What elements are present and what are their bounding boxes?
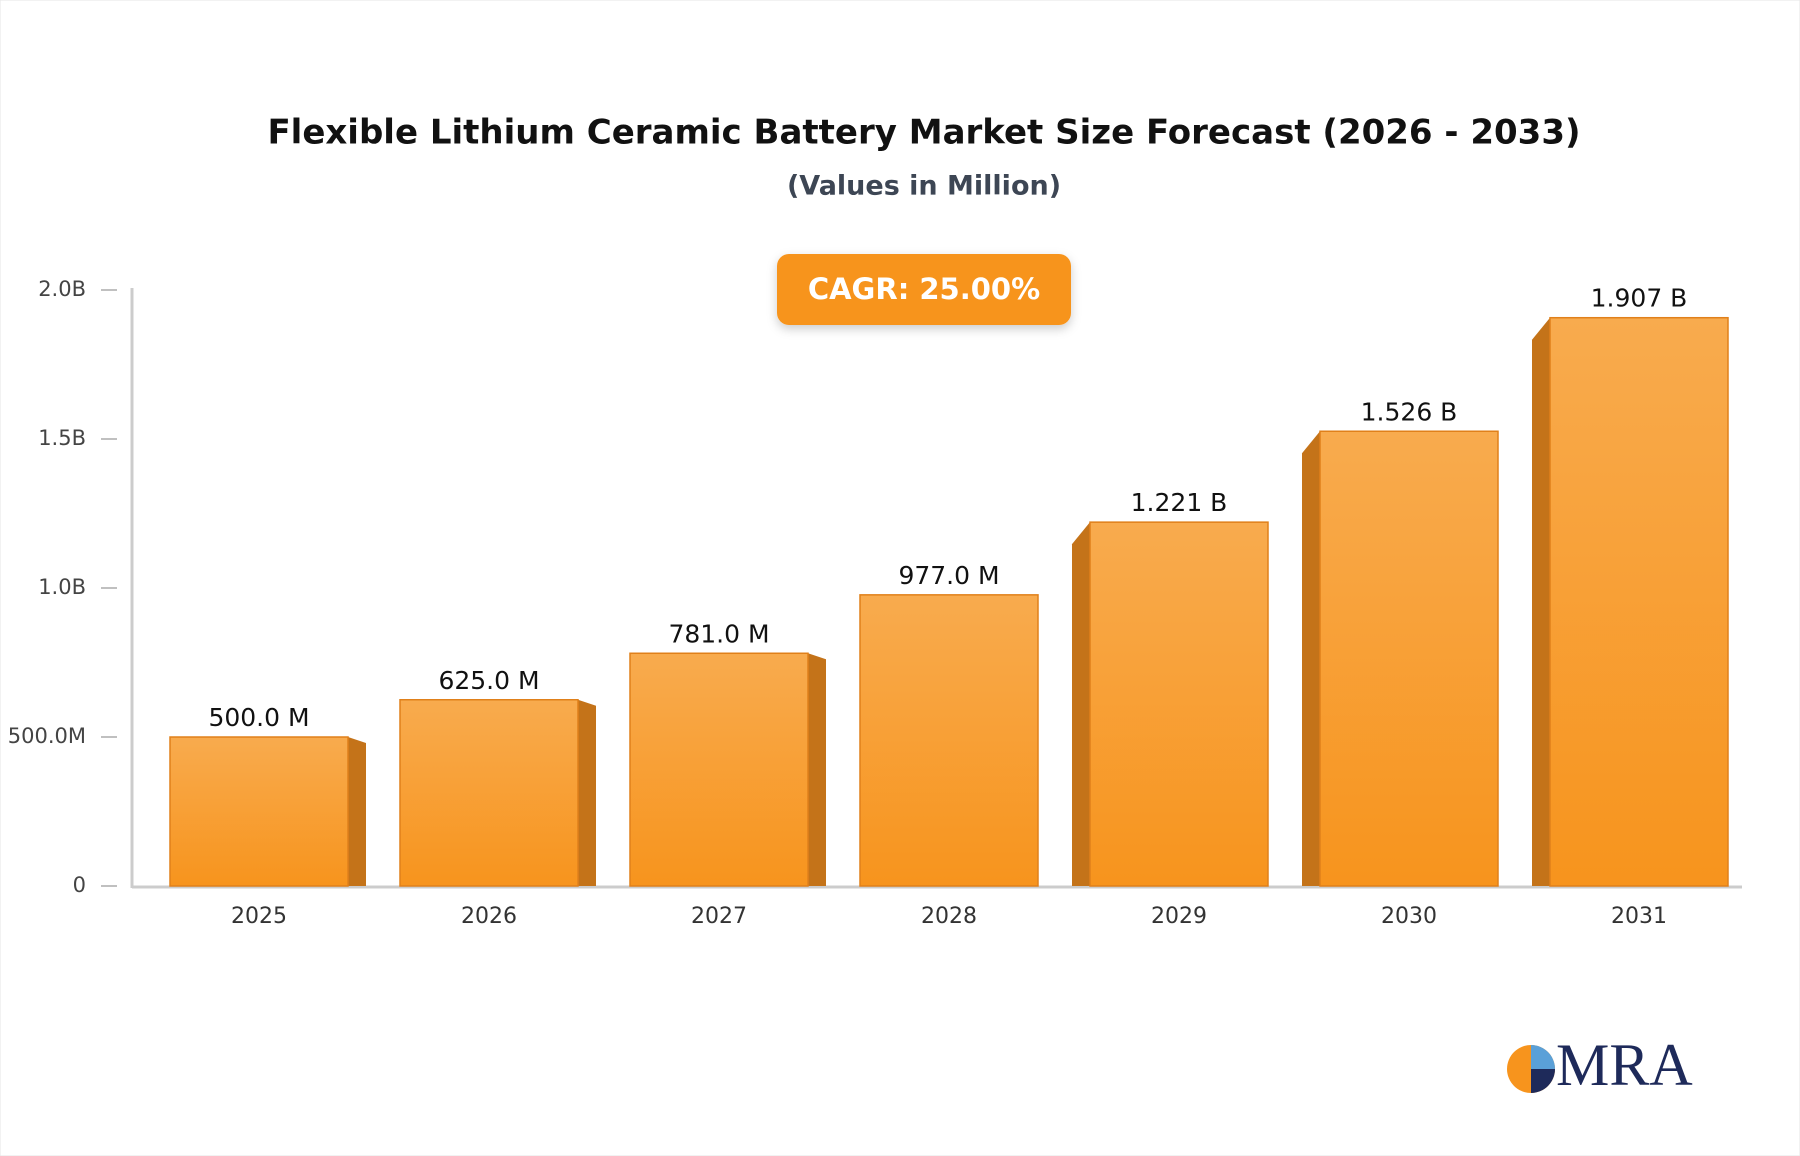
chart-title: Flexible Lithium Ceramic Battery Market …	[267, 113, 1580, 153]
x-tick-label: 2026	[461, 904, 517, 929]
bar	[1089, 521, 1269, 887]
chart-subtitle: (Values in Million)	[787, 171, 1061, 202]
bar-side	[808, 653, 826, 886]
y-tick-label: 0	[73, 873, 86, 897]
bar-side	[348, 737, 366, 886]
value-label: 625.0 M	[438, 666, 539, 695]
x-tick-label: 2031	[1611, 904, 1667, 929]
value-label: 500.0 M	[208, 703, 309, 732]
cagr-text: CAGR: 25.00%	[808, 272, 1040, 306]
x-tick-label: 2027	[691, 904, 747, 929]
bar-side	[1532, 317, 1550, 886]
bar-side	[1072, 522, 1090, 886]
x-tick-label: 2028	[921, 904, 977, 929]
x-tick-label: 2029	[1151, 904, 1207, 929]
value-label: 1.221 B	[1131, 488, 1228, 517]
value-label: 781.0 M	[668, 619, 769, 648]
x-tick-label: 2030	[1381, 904, 1437, 929]
bar	[629, 652, 809, 887]
bar	[859, 594, 1039, 887]
bar	[1319, 430, 1499, 887]
value-label: 1.907 B	[1591, 284, 1688, 313]
y-tick-label: 500.0M	[8, 724, 86, 748]
y-tick-label: 2.0B	[38, 277, 86, 301]
bar-side	[578, 699, 596, 886]
value-label: 977.0 M	[898, 561, 999, 590]
plot: 0 500.0M 1.0B 1.5B 2.0B 2025 500.0 M 2026 625.0 …	[8, 277, 1729, 929]
y-tick-label: 1.0B	[38, 575, 86, 599]
bar-side	[1302, 431, 1320, 886]
x-tick-label: 2025	[231, 904, 287, 929]
y-tick-label: 1.5B	[38, 426, 86, 450]
bar	[1549, 316, 1729, 887]
bar	[169, 736, 349, 887]
bar	[399, 699, 579, 887]
logo-icon	[1507, 1045, 1555, 1093]
cagr-badge	[777, 254, 1071, 325]
logo-text: MRA	[1556, 1032, 1693, 1098]
value-label: 1.526 B	[1361, 397, 1458, 426]
